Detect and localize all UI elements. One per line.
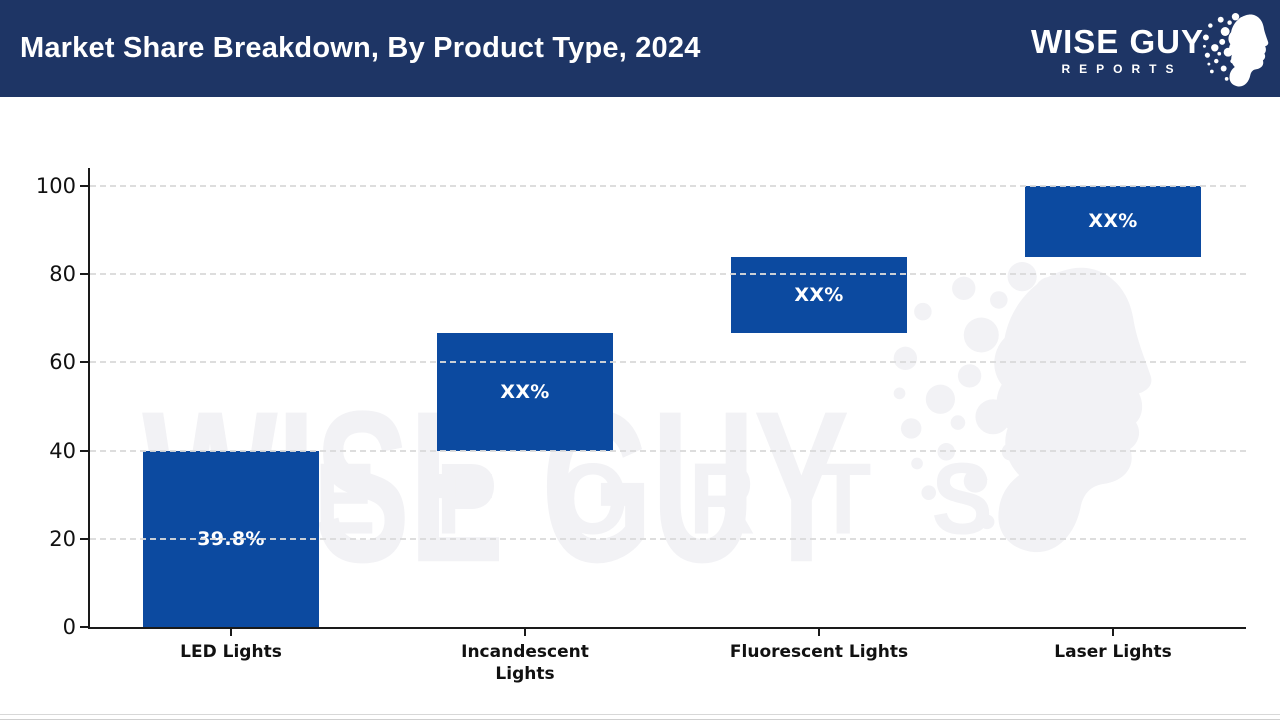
y-tick-label-20: 20 <box>49 526 76 551</box>
gridline-y-40 <box>90 449 1246 452</box>
y-tick-80 <box>80 273 88 276</box>
x-tick-3 <box>1112 627 1114 636</box>
x-category-label: Fluorescent Lights <box>704 641 934 663</box>
x-category-label: LED Lights <box>116 641 346 663</box>
y-tick-20 <box>80 537 88 540</box>
header-bar: Market Share Breakdown, By Product Type,… <box>0 0 1280 97</box>
gridline-y-20 <box>90 537 1246 540</box>
x-category-label: Incandescent Lights <box>410 641 640 686</box>
logo-wordmark: WISE GUY <box>1030 22 1204 60</box>
y-tick-label-100: 100 <box>35 174 76 198</box>
gridline-y-100 <box>90 185 1246 187</box>
bar-value-label: XX% <box>794 283 844 306</box>
gridline-y-80 <box>90 273 1246 276</box>
watermark-head-logo-icon <box>882 247 1174 569</box>
x-category-label-line: Fluorescent Lights <box>729 642 909 662</box>
y-tick-label-0: 0 <box>62 615 76 639</box>
x-category-label-line: LED Lights <box>180 642 282 662</box>
logo-reports-text: REPORTS <box>1061 61 1183 76</box>
y-tick-0 <box>80 626 88 628</box>
bar-value-label: XX% <box>1088 210 1138 233</box>
footer-divider-top <box>0 714 1280 715</box>
y-axis-spine <box>88 168 90 629</box>
bar-fluorescent-lights: XX% <box>731 256 907 334</box>
y-tick-label-80: 80 <box>49 262 76 287</box>
x-category-label-line: Laser Lights <box>1054 642 1172 662</box>
x-tick-0 <box>230 627 232 636</box>
x-category-label-line: Lights <box>495 664 555 685</box>
chart-title: Market Share Breakdown, By Product Type,… <box>20 32 701 64</box>
logo-text: WISE GUY REPORTS <box>1031 25 1204 76</box>
logo-head-icon <box>1200 9 1274 91</box>
gridline-y-60 <box>90 361 1246 364</box>
x-category-label-line: Incandescent <box>461 642 589 662</box>
bar-incandescent-lights: XX% <box>437 333 613 452</box>
y-tick-40 <box>80 449 88 452</box>
x-category-label: Laser Lights <box>998 641 1228 663</box>
x-axis-spine <box>88 627 1246 629</box>
bar-laser-lights: XX% <box>1025 186 1201 257</box>
x-tick-1 <box>524 627 526 636</box>
bar-value-label: XX% <box>500 381 550 404</box>
x-tick-2 <box>818 627 820 636</box>
y-tick-label-60: 60 <box>49 350 76 375</box>
y-tick-100 <box>80 185 88 187</box>
wise-guy-reports-logo: WISE GUY REPORTS <box>1031 6 1274 94</box>
y-tick-60 <box>80 361 88 364</box>
y-tick-label-40: 40 <box>49 438 76 463</box>
